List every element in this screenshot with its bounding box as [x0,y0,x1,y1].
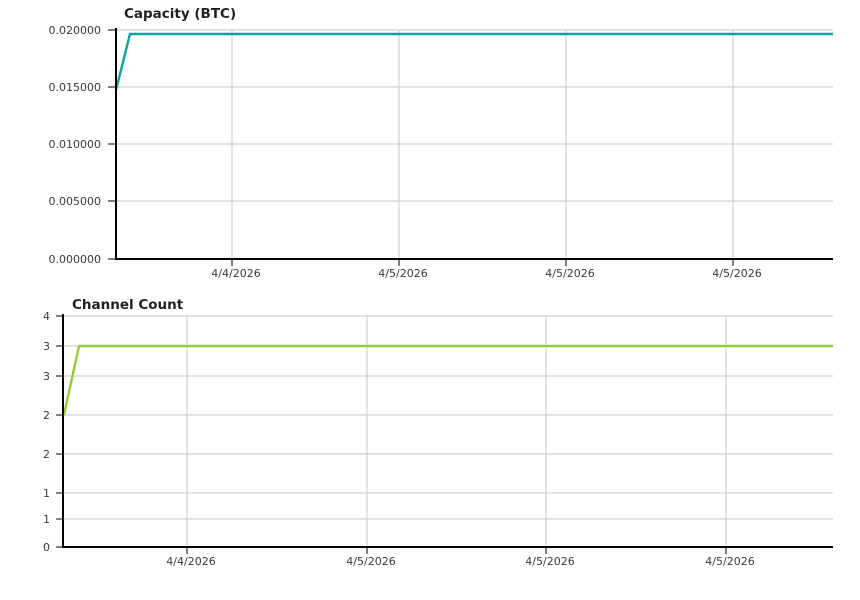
channel-x-tick-label: 4/5/2026 [525,555,574,568]
channel-y-tick-marks [56,315,63,548]
capacity-vertical-gridlines [231,30,734,258]
capacity-y-tick-label: 0.020000 [49,24,102,37]
channel-y-tick-label: 3 [43,340,50,353]
capacity-x-tick-label: 4/5/2026 [545,267,594,280]
capacity-y-tick-label: 0.010000 [49,138,102,151]
capacity-y-tick-label: 0.000000 [49,253,102,266]
capacity-chart: 0.020000 0.015000 0.010000 0.005000 0.00… [49,6,833,280]
channel-vertical-gridlines [186,316,727,546]
channel-x-tick-label: 4/5/2026 [346,555,395,568]
capacity-chart-title: Capacity (BTC) [124,6,236,22]
capacity-x-tick-label: 4/5/2026 [378,267,427,280]
channel-x-tick-marks [186,547,727,554]
channel-x-tick-label: 4/5/2026 [705,555,754,568]
channel-count-chart-panel: 4 3 3 2 2 1 1 0 4/4/2026 4/5/2026 4/5/20… [0,290,860,600]
channel-y-tick-label: 2 [43,448,50,461]
capacity-y-tick-label: 0.015000 [49,81,102,94]
channel-count-chart: 4 3 3 2 2 1 1 0 4/4/2026 4/5/2026 4/5/20… [43,297,833,568]
channel-x-tick-label: 4/4/2026 [166,555,215,568]
capacity-x-tick-marks [231,259,734,266]
capacity-series-line [114,32,833,91]
capacity-y-tick-marks [108,29,116,260]
channel-y-tick-label: 1 [43,513,50,526]
channel-y-tick-label: 4 [43,310,50,323]
capacity-y-tick-label: 0.005000 [49,195,102,208]
capacity-horizontal-gridlines [116,29,833,202]
capacity-x-tick-label: 4/4/2026 [211,267,260,280]
channel-y-tick-label: 1 [43,487,50,500]
channel-chart-title: Channel Count [72,297,184,313]
channel-y-tick-label: 0 [43,541,50,554]
channel-y-tick-label: 3 [43,370,50,383]
channel-y-tick-label: 2 [43,409,50,422]
channel-series-line [62,344,833,416]
capacity-x-tick-label: 4/5/2026 [712,267,761,280]
capacity-chart-panel: 0.020000 0.015000 0.010000 0.005000 0.00… [0,0,860,290]
